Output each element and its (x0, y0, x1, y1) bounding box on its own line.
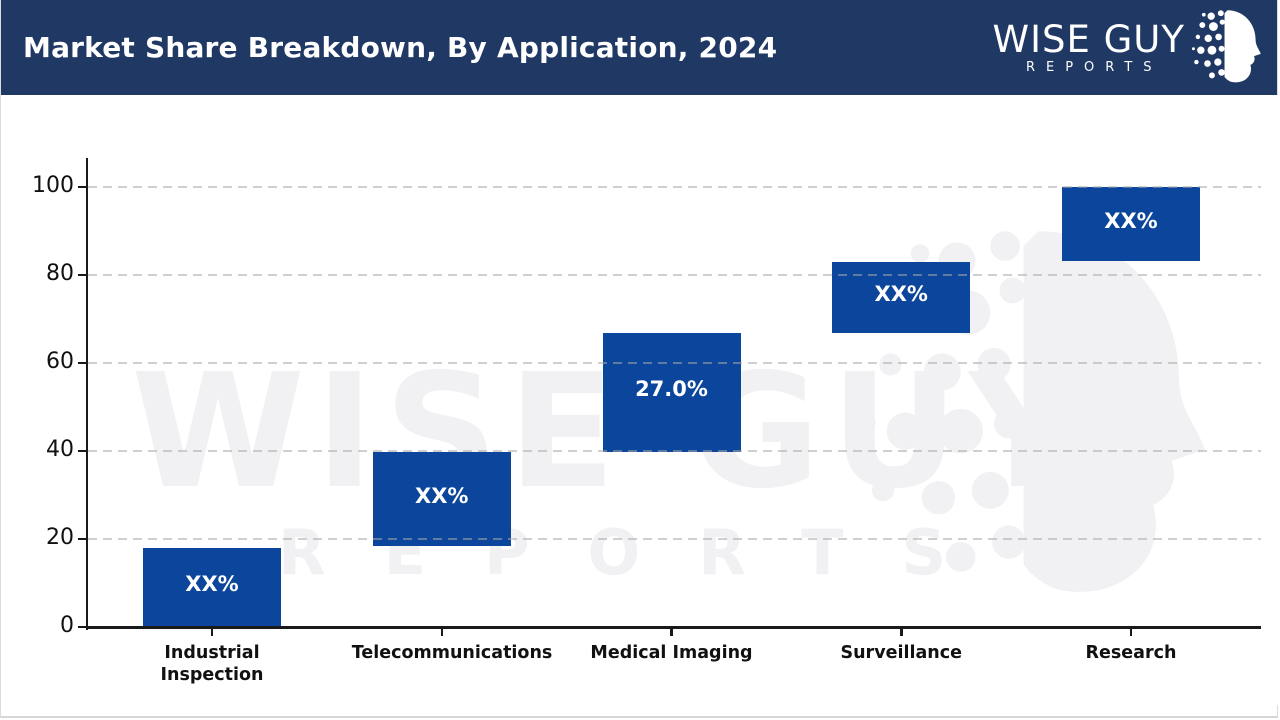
gridline-40 (88, 450, 1261, 452)
bar-value-label: XX% (1104, 208, 1158, 233)
x-tick-3 (900, 627, 903, 636)
y-tick-40 (78, 449, 88, 453)
bar-telecommunications (372, 451, 511, 547)
bar-value-label: XX% (415, 484, 469, 509)
y-tick-20 (78, 537, 88, 541)
wiseguy-logo: WISE GUY REPORTS (993, 7, 1263, 89)
chart-area: WISE GUY REPORTS 0 20 40 60 80 100 XX% Industri… (1, 95, 1279, 705)
x-tick-1 (440, 627, 443, 636)
logo-wordmark-line1: WISE GUY (992, 18, 1185, 61)
y-tick-label-20: 20 (46, 525, 74, 550)
logo-face-icon (1191, 9, 1261, 82)
y-tick-100 (78, 185, 88, 189)
x-tick-0 (210, 627, 214, 636)
x-tick-label-4: Research (1085, 643, 1177, 663)
x-tick-label-0: Industrial Inspection (160, 643, 264, 685)
x-tick-label-1: Telecommunications (351, 643, 553, 663)
y-tick-0 (78, 625, 88, 629)
x-tick-label-3: Surveillance (840, 643, 962, 663)
page-title: Market Share Breakdown, By Application, … (23, 31, 778, 64)
y-tick-label-0: 0 (60, 613, 74, 638)
y-axis-line (85, 158, 88, 630)
bar-value-label: XX% (185, 572, 239, 597)
y-tick-label-100: 100 (32, 173, 74, 198)
y-tick-label-40: 40 (46, 437, 74, 462)
x-axis-line (85, 626, 1261, 629)
logo-wordmark: WISE GUY REPORTS (993, 21, 1185, 74)
bar-value-label: XX% (874, 282, 928, 307)
gridline-60 (88, 362, 1261, 364)
x-tick-4 (1129, 627, 1133, 636)
y-tick-label-80: 80 (46, 261, 74, 286)
gridline-100 (88, 186, 1261, 188)
bar-industrial-inspection (143, 547, 281, 627)
y-tick-80 (78, 273, 88, 277)
bar-value-label: 27.0% (635, 377, 708, 402)
y-tick-60 (78, 361, 88, 365)
gridline-20 (88, 538, 1261, 540)
gridline-80 (88, 274, 1261, 276)
x-tick-2 (670, 627, 673, 636)
x-tick-label-2: Medical Imaging (590, 643, 753, 663)
logo-wordmark-line2: REPORTS (1025, 60, 1163, 75)
y-tick-label-60: 60 (46, 349, 74, 374)
header-bar: Market Share Breakdown, By Application, … (1, 0, 1277, 95)
bar-medical-imaging (602, 333, 741, 452)
